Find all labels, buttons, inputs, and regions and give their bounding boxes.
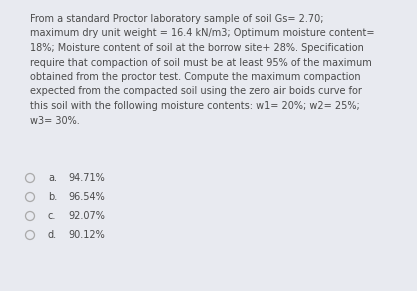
Text: From a standard Proctor laboratory sample of soil Gs= 2.70;: From a standard Proctor laboratory sampl…	[30, 14, 324, 24]
Text: maximum dry unit weight = 16.4 kN/m3; Optimum moisture content=: maximum dry unit weight = 16.4 kN/m3; Op…	[30, 29, 374, 38]
Text: expected from the compacted soil using the zero air boids curve for: expected from the compacted soil using t…	[30, 86, 362, 97]
Text: obtained from the proctor test. Compute the maximum compaction: obtained from the proctor test. Compute …	[30, 72, 361, 82]
Text: w3= 30%.: w3= 30%.	[30, 116, 80, 125]
Text: 96.54%: 96.54%	[68, 192, 105, 202]
Text: 90.12%: 90.12%	[68, 230, 105, 240]
Text: c.: c.	[48, 211, 56, 221]
Text: 94.71%: 94.71%	[68, 173, 105, 183]
Text: 92.07%: 92.07%	[68, 211, 105, 221]
Text: a.: a.	[48, 173, 57, 183]
Text: b.: b.	[48, 192, 57, 202]
Text: 18%; Moisture content of soil at the borrow site+ 28%. Specification: 18%; Moisture content of soil at the bor…	[30, 43, 364, 53]
Text: this soil with the following moisture contents: w1= 20%; w2= 25%;: this soil with the following moisture co…	[30, 101, 360, 111]
Text: require that compaction of soil must be at least 95% of the maximum: require that compaction of soil must be …	[30, 58, 372, 68]
Text: d.: d.	[48, 230, 57, 240]
